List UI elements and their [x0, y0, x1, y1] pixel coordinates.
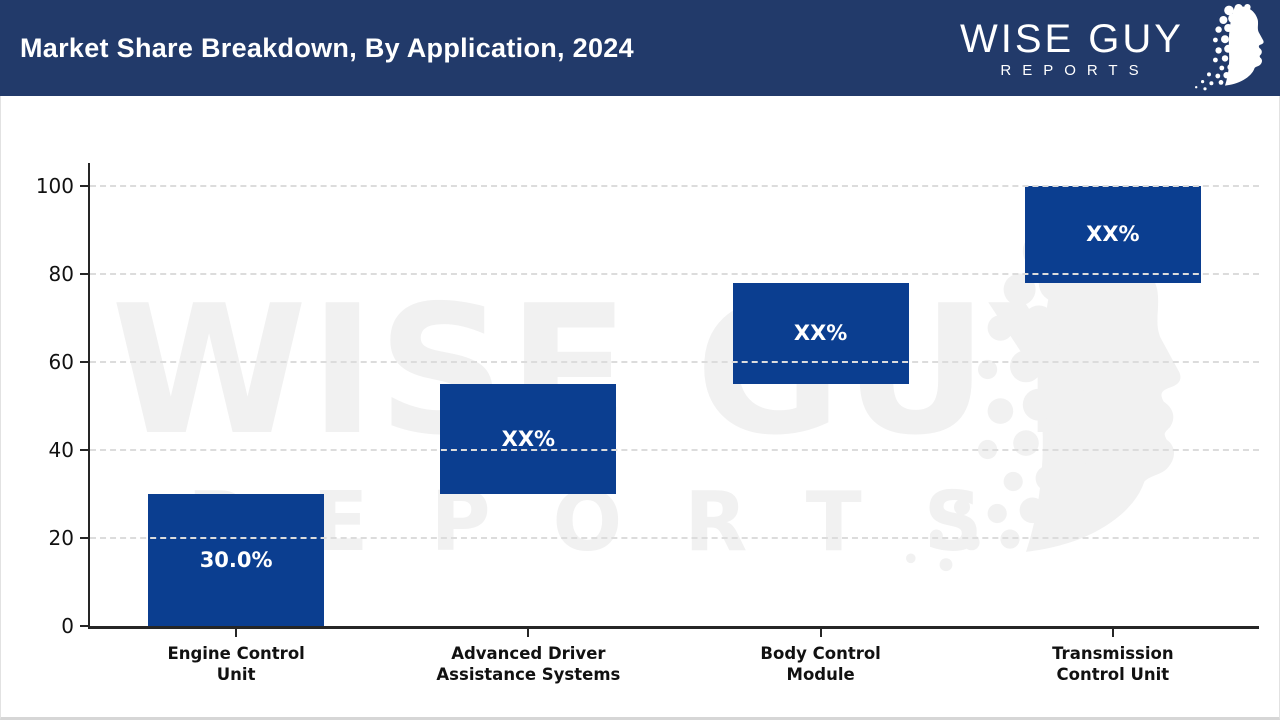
- y-axis-line: [88, 163, 90, 629]
- y-axis-tick-label: 100: [35, 174, 74, 198]
- x-axis-tick: [1111, 629, 1114, 637]
- x-axis-line: [88, 626, 1259, 629]
- y-axis-tick-label: 40: [48, 438, 74, 462]
- grid-layer: [1, 96, 1279, 717]
- logo-wordmark: WISE GUY: [959, 16, 1184, 61]
- y-axis-tick-label: 0: [61, 614, 74, 638]
- labels-layer: 30.0% XX% XX% XX% Engine Control Unit Advanced…: [1, 96, 1279, 717]
- bar-value-label: XX%: [793, 321, 848, 346]
- bar-body-control-module: [732, 282, 909, 384]
- y-axis-tick: [80, 361, 88, 363]
- gridline-20: [90, 537, 1259, 539]
- x-axis-tick: [819, 629, 822, 637]
- bar-transmission-control-unit: [1024, 186, 1201, 283]
- axis-layer: 0 20 40 60 80 100: [1, 96, 1279, 717]
- gridline-40: [90, 449, 1259, 451]
- gridline-100: [90, 185, 1259, 187]
- x-axis-tick: [527, 629, 530, 637]
- y-axis-tick: [80, 449, 88, 451]
- header: Market Share Breakdown, By Application, …: [0, 0, 1280, 96]
- y-axis-tick-label: 80: [48, 262, 74, 286]
- gridline-60: [90, 361, 1259, 363]
- bar-value-label: 30.0%: [199, 548, 273, 572]
- bar-advanced-driver-assistance-systems: [440, 384, 617, 494]
- y-axis-tick: [80, 625, 88, 627]
- x-axis-label-body-control-module: Body Control Module: [760, 644, 881, 684]
- bars-layer: [1, 96, 1279, 717]
- logo-subtitle: REPORTS: [1000, 61, 1150, 79]
- y-axis-tick: [80, 185, 88, 187]
- chart-area: WISE GUY REPORTS 0 20 40 60 80 100 30.0% XX% XX…: [0, 96, 1280, 720]
- wiseguy-logo-text: WISE GUY REPORTS: [960, 19, 1184, 78]
- x-axis-label-engine-control-unit: Engine Control Unit: [167, 644, 305, 684]
- bar-value-label: XX%: [1086, 222, 1140, 247]
- y-axis-tick: [80, 537, 88, 539]
- bar-value-label: XX%: [501, 427, 556, 451]
- y-axis-tick-label: 60: [48, 350, 74, 374]
- logo-head-icon: [1195, 4, 1264, 91]
- x-axis-tick: [235, 629, 238, 637]
- wiseguy-logo: WISE GUY REPORTS: [960, 4, 1266, 92]
- x-axis-label-advanced-driver-assistance-systems: Advanced Driver Assistance Systems: [436, 644, 621, 684]
- y-axis-tick: [80, 273, 88, 275]
- x-axis-label-transmission-control-unit: Transmission Control Unit: [1052, 644, 1174, 684]
- gridline-80: [90, 273, 1259, 275]
- y-axis-tick-label: 20: [48, 526, 74, 550]
- page-title: Market Share Breakdown, By Application, …: [20, 32, 634, 63]
- bar-engine-control-unit: [148, 494, 325, 626]
